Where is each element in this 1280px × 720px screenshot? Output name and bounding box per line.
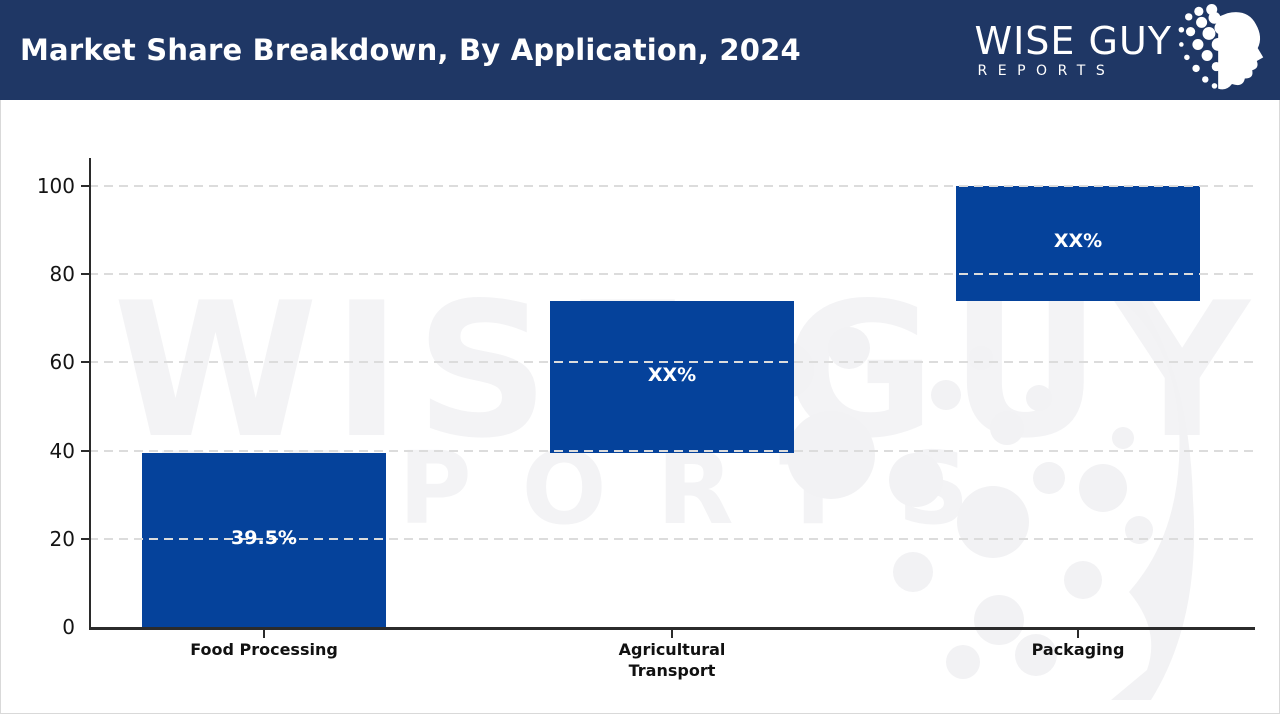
logo-wordmark: WISE GUY bbox=[974, 18, 1172, 63]
x-category-label: Food Processing bbox=[190, 640, 338, 659]
logo-text: WISE GUY REPORTS bbox=[975, 22, 1172, 79]
y-axis-tick-mark bbox=[81, 273, 90, 276]
horizontal-gridline bbox=[89, 361, 1255, 364]
x-axis-tick-mark bbox=[263, 630, 265, 638]
y-axis-tick-label: 60 bbox=[49, 350, 75, 375]
bar-segment bbox=[550, 300, 794, 453]
bar-value-label: XX% bbox=[647, 363, 697, 386]
y-axis-tick-label: 0 bbox=[62, 615, 75, 639]
y-axis-tick-label: 20 bbox=[49, 526, 75, 551]
horizontal-gridline bbox=[89, 449, 1255, 452]
x-category-label: Agricultural Transport bbox=[618, 640, 726, 680]
y-axis-tick-mark bbox=[81, 185, 90, 187]
y-axis-tick-mark bbox=[81, 361, 90, 364]
y-axis-tick-label: 100 bbox=[36, 174, 75, 198]
x-axis-tick-mark bbox=[671, 630, 673, 638]
watermark-face-icon bbox=[758, 270, 1195, 700]
horizontal-gridline bbox=[89, 273, 1255, 276]
y-axis-tick-label: 80 bbox=[49, 262, 75, 287]
y-axis-tick-mark bbox=[81, 537, 90, 540]
x-axis-tick-mark bbox=[1077, 630, 1079, 638]
horizontal-gridline bbox=[89, 185, 1255, 187]
y-axis-tick-label: 40 bbox=[49, 438, 75, 463]
plot-area: WISE GUY REPORTS 0 20 40 60 80 100 39.5% XX% XX%… bbox=[0, 100, 1280, 714]
wise-guy-reports-logo: WISE GUY REPORTS bbox=[975, 4, 1266, 96]
y-axis-line bbox=[89, 158, 91, 629]
header-bar: Market Share Breakdown, By Application, … bbox=[0, 0, 1280, 100]
y-axis-tick-mark bbox=[81, 449, 90, 452]
bar-value-label: 39.5% bbox=[231, 526, 297, 549]
logo-tagline: REPORTS bbox=[977, 62, 1116, 79]
bar-value-label: XX% bbox=[1053, 230, 1103, 253]
x-axis-line bbox=[89, 627, 1255, 630]
bar-segment bbox=[142, 452, 386, 627]
x-category-label: Packaging bbox=[1031, 640, 1125, 659]
dotted-face-logo-icon bbox=[1178, 4, 1264, 90]
chart-title: Market Share Breakdown, By Application, … bbox=[20, 33, 801, 67]
horizontal-gridline bbox=[89, 537, 1255, 540]
bar-segment bbox=[956, 186, 1200, 301]
